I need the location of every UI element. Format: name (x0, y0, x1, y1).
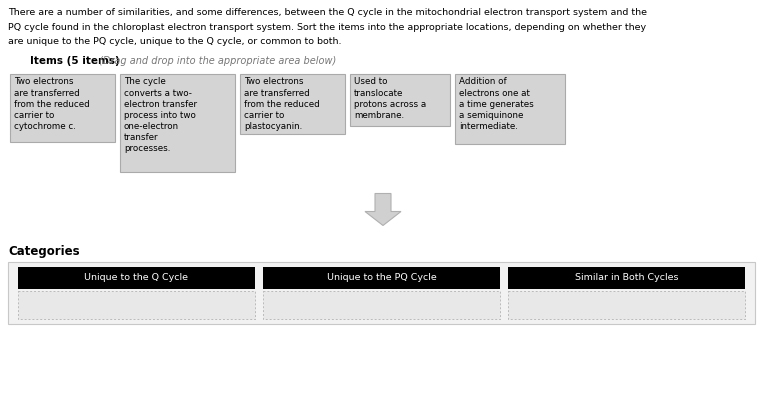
Bar (18, 266, 255, 289)
Text: Unique to the PQ Cycle: Unique to the PQ Cycle (327, 273, 436, 282)
Text: (Drag and drop into the appropriate area below): (Drag and drop into the appropriate area… (96, 55, 336, 66)
Text: Two electrons
are transferred
from the reduced
carrier to
plastocyanin.: Two electrons are transferred from the r… (244, 78, 320, 131)
Text: PQ cycle found in the chloroplast electron transport system. Sort the items into: PQ cycle found in the chloroplast electr… (8, 22, 646, 31)
Bar (10, 74, 115, 142)
Bar (508, 266, 745, 289)
Text: Two electrons
are transferred
from the reduced
carrier to
cytochrome c.: Two electrons are transferred from the r… (14, 78, 90, 131)
Bar (263, 266, 500, 289)
Bar (120, 74, 235, 171)
Bar (263, 290, 500, 318)
Bar (18, 290, 255, 318)
Text: Items (5 items): Items (5 items) (30, 55, 120, 66)
Text: are unique to the PQ cycle, unique to the Q cycle, or common to both.: are unique to the PQ cycle, unique to th… (8, 37, 342, 46)
Text: The cycle
converts a two-
electron transfer
process into two
one-electron
transf: The cycle converts a two- electron trans… (124, 78, 197, 153)
Text: There are a number of similarities, and some differences, between the Q cycle in: There are a number of similarities, and … (8, 8, 647, 17)
Bar (8, 261, 755, 323)
Polygon shape (365, 194, 401, 225)
Text: Categories: Categories (8, 245, 79, 259)
Text: Addition of
electrons one at
a time generates
a semiquinone
intermediate.: Addition of electrons one at a time gene… (459, 78, 534, 131)
Text: Similar in Both Cycles: Similar in Both Cycles (575, 273, 678, 282)
Bar (508, 290, 745, 318)
Text: Unique to the Q Cycle: Unique to the Q Cycle (85, 273, 188, 282)
Bar (240, 74, 345, 133)
Bar (455, 74, 565, 143)
Text: Used to
translocate
protons across a
membrane.: Used to translocate protons across a mem… (354, 78, 427, 120)
Bar (350, 74, 450, 126)
